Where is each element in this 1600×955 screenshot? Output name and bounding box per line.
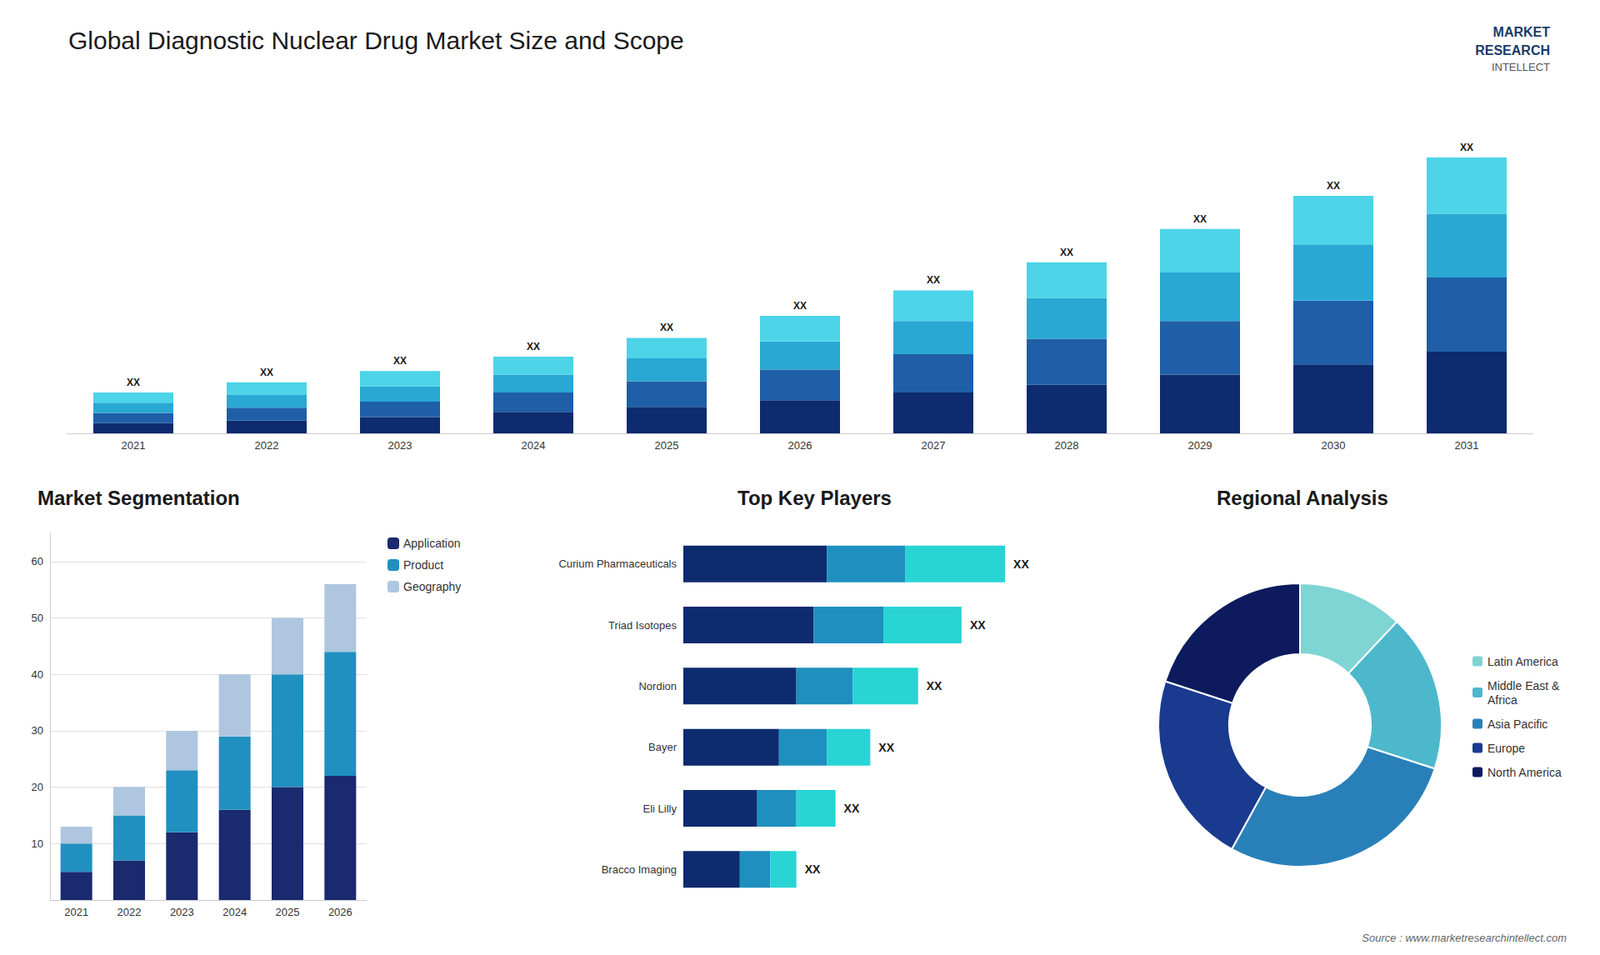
- svg-text:2025: 2025: [275, 905, 300, 919]
- svg-text:XX: XX: [1060, 246, 1074, 259]
- svg-text:2031: 2031: [1455, 439, 1480, 452]
- svg-text:Curium Pharmaceuticals: Curium Pharmaceuticals: [558, 557, 677, 570]
- svg-text:Bracco Imaging: Bracco Imaging: [601, 863, 677, 876]
- svg-text:Top Key Players: Top Key Players: [737, 486, 892, 510]
- svg-text:Regional Analysis: Regional Analysis: [1216, 486, 1389, 510]
- svg-text:XX: XX: [526, 340, 540, 353]
- svg-text:2027: 2027: [921, 439, 946, 452]
- svg-text:Asia Pacific: Asia Pacific: [1487, 717, 1548, 731]
- svg-text:Bayer: Bayer: [648, 740, 678, 754]
- svg-text:30: 30: [31, 724, 44, 737]
- svg-text:XX: XX: [126, 376, 140, 389]
- svg-text:XX: XX: [1460, 141, 1474, 154]
- svg-text:2021: 2021: [64, 905, 89, 919]
- svg-text:Market Segmentation: Market Segmentation: [37, 486, 240, 510]
- svg-text:XX: XX: [793, 300, 807, 312]
- svg-text:INTELLECT: INTELLECT: [1491, 60, 1550, 74]
- svg-text:XX: XX: [1193, 213, 1207, 225]
- svg-text:Triad Isotopes: Triad Isotopes: [608, 619, 677, 632]
- svg-text:Application: Application: [403, 536, 461, 550]
- svg-text:XX: XX: [1326, 180, 1340, 192]
- svg-text:Product: Product: [403, 558, 444, 572]
- svg-text:XX: XX: [926, 274, 940, 286]
- svg-text:2022: 2022: [117, 905, 142, 919]
- svg-text:XX: XX: [260, 366, 274, 379]
- svg-text:Eli Lilly: Eli Lilly: [643, 802, 678, 815]
- svg-text:XX: XX: [805, 862, 821, 876]
- svg-text:Geography: Geography: [403, 580, 461, 594]
- svg-text:40: 40: [31, 668, 44, 681]
- svg-text:10: 10: [31, 837, 44, 850]
- svg-text:Source : www.marketresearchint: Source : www.marketresearchintellect.com: [1361, 931, 1567, 945]
- svg-text:2021: 2021: [121, 439, 146, 452]
- svg-text:XX: XX: [878, 740, 895, 755]
- svg-text:North America: North America: [1487, 765, 1562, 780]
- svg-text:60: 60: [31, 555, 44, 568]
- svg-text:Latin America: Latin America: [1487, 655, 1559, 669]
- svg-text:Africa: Africa: [1487, 693, 1518, 707]
- svg-text:50: 50: [31, 611, 44, 625]
- svg-text:2024: 2024: [222, 905, 247, 919]
- svg-text:Middle East &: Middle East &: [1487, 679, 1560, 693]
- svg-text:2024: 2024: [521, 439, 546, 452]
- svg-text:2025: 2025: [655, 439, 680, 452]
- svg-text:2023: 2023: [388, 439, 413, 452]
- svg-text:2030: 2030: [1321, 439, 1346, 452]
- svg-text:MARKET: MARKET: [1493, 25, 1551, 40]
- svg-text:XX: XX: [1013, 557, 1030, 571]
- svg-text:2026: 2026: [328, 905, 353, 919]
- svg-text:XX: XX: [393, 355, 407, 367]
- svg-text:XX: XX: [660, 321, 674, 334]
- svg-text:2028: 2028: [1055, 439, 1080, 452]
- svg-text:XX: XX: [926, 679, 943, 693]
- svg-text:2029: 2029: [1188, 439, 1213, 452]
- svg-text:Europe: Europe: [1487, 741, 1525, 755]
- svg-text:2022: 2022: [255, 439, 280, 452]
- svg-text:2026: 2026: [788, 439, 813, 452]
- svg-text:Nordion: Nordion: [638, 680, 677, 693]
- svg-text:2023: 2023: [170, 905, 195, 919]
- svg-text:XX: XX: [844, 801, 860, 815]
- svg-text:RESEARCH: RESEARCH: [1475, 43, 1550, 58]
- svg-text:XX: XX: [970, 618, 986, 632]
- svg-text:Global Diagnostic Nuclear Drug: Global Diagnostic Nuclear Drug Market Si…: [68, 26, 685, 55]
- svg-text:20: 20: [31, 780, 44, 794]
